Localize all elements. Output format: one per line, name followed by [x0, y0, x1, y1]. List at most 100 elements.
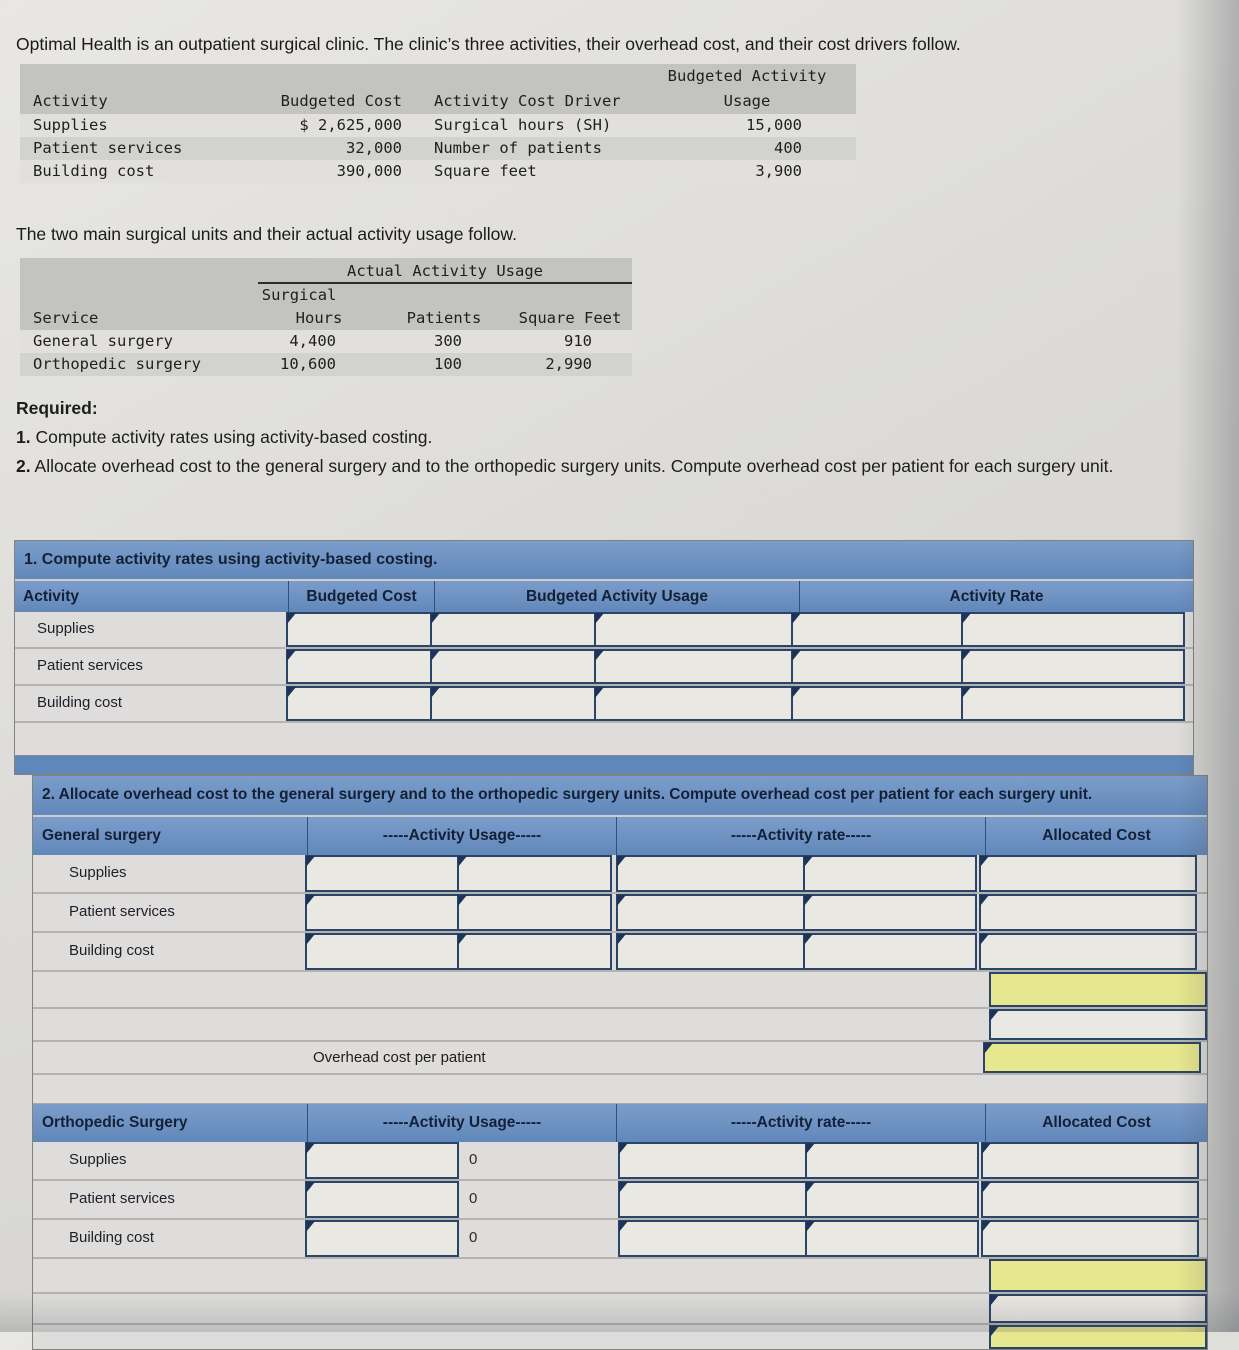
- cell-flag-icon: [804, 934, 813, 945]
- patients-header: Patients: [406, 309, 482, 327]
- usage-input-2[interactable]: [457, 894, 612, 931]
- table-row: Patient services 32,000 Number of patien…: [20, 137, 856, 160]
- rate-input-1[interactable]: [616, 855, 805, 892]
- usage-input-1[interactable]: [305, 1181, 459, 1218]
- orthopedic-surgery-label: Orthopedic Surgery: [42, 1114, 188, 1131]
- allocated-cost-input[interactable]: [979, 894, 1197, 931]
- part1-title: 1. Compute activity rates using activity…: [15, 541, 1193, 581]
- part1-footer-strip: [15, 755, 1193, 774]
- usage-input-2[interactable]: [594, 686, 793, 721]
- cell-flag-icon: [792, 613, 801, 624]
- driver-value: Square feet: [434, 162, 537, 180]
- activity-rate-column-header: -----Activity rate-----: [616, 817, 985, 855]
- usage-input-2[interactable]: [594, 649, 793, 684]
- allocated-input-cell[interactable]: [989, 1009, 1207, 1040]
- budgeted-activity-header: Budgeted Activity: [667, 67, 827, 85]
- square-feet-header: Square Feet: [518, 309, 622, 327]
- cell-flag-icon: [306, 1182, 315, 1193]
- service-label: General surgery: [33, 332, 173, 350]
- usage-input-1[interactable]: [305, 855, 459, 892]
- rate-input-1[interactable]: [616, 933, 805, 970]
- cell-flag-icon: [980, 895, 989, 906]
- cell-flag-icon: [287, 613, 296, 624]
- item-number: 1.: [16, 427, 31, 447]
- general-total-row: [33, 972, 1207, 1009]
- cost-driver-header: Activity Cost Driver: [434, 92, 621, 110]
- budgeted-usage-column-header: Budgeted Activity Usage: [434, 581, 799, 612]
- rate-input-1[interactable]: [791, 686, 963, 721]
- usage-input-2[interactable]: [457, 855, 612, 892]
- cell-flag-icon: [619, 1143, 628, 1154]
- rate-input-1[interactable]: [616, 894, 805, 931]
- cell-flag-icon: [982, 1221, 991, 1232]
- table-row: Building cost 390,000 Square feet 3,900: [20, 160, 856, 183]
- row-label: Building cost: [33, 933, 307, 970]
- cell-flag-icon: [962, 613, 971, 624]
- cell-flag-icon: [595, 650, 604, 661]
- budgeted-cost-input[interactable]: [286, 612, 432, 647]
- allocated-input-cell[interactable]: [989, 1294, 1207, 1323]
- allocated-cost-input[interactable]: [981, 1142, 1199, 1179]
- service-header: Service: [33, 309, 99, 327]
- cell-flag-icon: [595, 687, 604, 698]
- budgeted-cost-input[interactable]: [286, 649, 432, 684]
- usage-table-header-line1: Surgical: [20, 284, 632, 307]
- rate-input-2[interactable]: [805, 1220, 979, 1257]
- usage-input-1[interactable]: [430, 686, 596, 721]
- actual-activity-usage-title: Actual Activity Usage: [258, 258, 632, 284]
- rate-input-2[interactable]: [961, 649, 1185, 684]
- rate-input-1[interactable]: [791, 612, 963, 647]
- rate-input-1[interactable]: [618, 1181, 807, 1218]
- allocated-cost-input[interactable]: [979, 933, 1197, 970]
- cell-flag-icon: [962, 650, 971, 661]
- table-row: General surgery 4,400 300 910: [20, 330, 632, 353]
- rate-input-2[interactable]: [961, 612, 1185, 647]
- activity-usage-column-header: -----Activity Usage-----: [307, 1104, 616, 1142]
- usage-input-1[interactable]: [305, 1142, 459, 1179]
- usage-input-1[interactable]: [305, 1220, 459, 1257]
- budget-table-header-line2: Activity Budgeted Cost Activity Cost Dri…: [20, 89, 856, 114]
- general-row-supplies: Supplies: [33, 855, 1207, 894]
- usage-input-1[interactable]: [430, 612, 596, 647]
- allocated-cost-input[interactable]: [979, 855, 1197, 892]
- rate-input-2[interactable]: [803, 855, 977, 892]
- required-item-2: 2. Allocate overhead cost to the general…: [16, 454, 1201, 479]
- allocated-cost-input[interactable]: [981, 1181, 1199, 1218]
- hours-value: 4,400: [289, 332, 336, 350]
- cell-flag-icon: [458, 895, 467, 906]
- usage-input-1[interactable]: [430, 649, 596, 684]
- rate-input-1[interactable]: [618, 1220, 807, 1257]
- cell-flag-icon: [962, 687, 971, 698]
- rate-input-2[interactable]: [803, 894, 977, 931]
- overhead-result-cell[interactable]: [989, 1325, 1207, 1349]
- usage-input-1[interactable]: [305, 933, 459, 970]
- allocated-cost-column-header: Allocated Cost: [985, 817, 1207, 855]
- cell-flag-icon: [431, 613, 440, 624]
- rate-input-2[interactable]: [805, 1181, 979, 1218]
- general-surgery-header-row: General surgery -----Activity Usage-----…: [33, 817, 1207, 855]
- usage-input-2[interactable]: [457, 933, 612, 970]
- rate-input-1[interactable]: [618, 1142, 807, 1179]
- rate-input-2[interactable]: [803, 933, 977, 970]
- overhead-cost-per-patient-label: Overhead cost per patient: [313, 1049, 486, 1066]
- cell-flag-icon: [458, 856, 467, 867]
- cell-flag-icon: [982, 1182, 991, 1193]
- usage-input-2[interactable]: [594, 612, 793, 647]
- row-label: Supplies: [15, 612, 288, 647]
- budgeted-cost-input[interactable]: [286, 686, 432, 721]
- activity-header: Activity: [33, 92, 108, 110]
- general-row-patient-services: Patient services: [33, 894, 1207, 933]
- cell-flag-icon: [458, 934, 467, 945]
- usage-input-1[interactable]: [305, 894, 459, 931]
- budget-activity-table: Budgeted Activity Activity Budgeted Cost…: [20, 64, 856, 183]
- overhead-result-cell[interactable]: [983, 1042, 1201, 1073]
- row-label: Building cost: [33, 162, 155, 180]
- cell-flag-icon: [306, 1143, 315, 1154]
- allocated-cost-column-header: Allocated Cost: [985, 1104, 1207, 1142]
- rate-input-2[interactable]: [961, 686, 1185, 721]
- rate-input-2[interactable]: [805, 1142, 979, 1179]
- surgical-header: Surgical: [261, 286, 337, 304]
- patients-value: 300: [434, 332, 462, 350]
- allocated-cost-input[interactable]: [981, 1220, 1199, 1257]
- rate-input-1[interactable]: [791, 649, 963, 684]
